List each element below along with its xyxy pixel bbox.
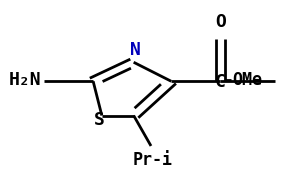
Text: C: C bbox=[215, 73, 226, 91]
Text: S: S bbox=[94, 111, 104, 129]
Text: Pr-i: Pr-i bbox=[132, 151, 173, 169]
Text: N: N bbox=[130, 41, 140, 59]
Text: OMe: OMe bbox=[232, 71, 262, 89]
Text: H₂N: H₂N bbox=[9, 71, 41, 89]
Text: O: O bbox=[215, 13, 226, 31]
